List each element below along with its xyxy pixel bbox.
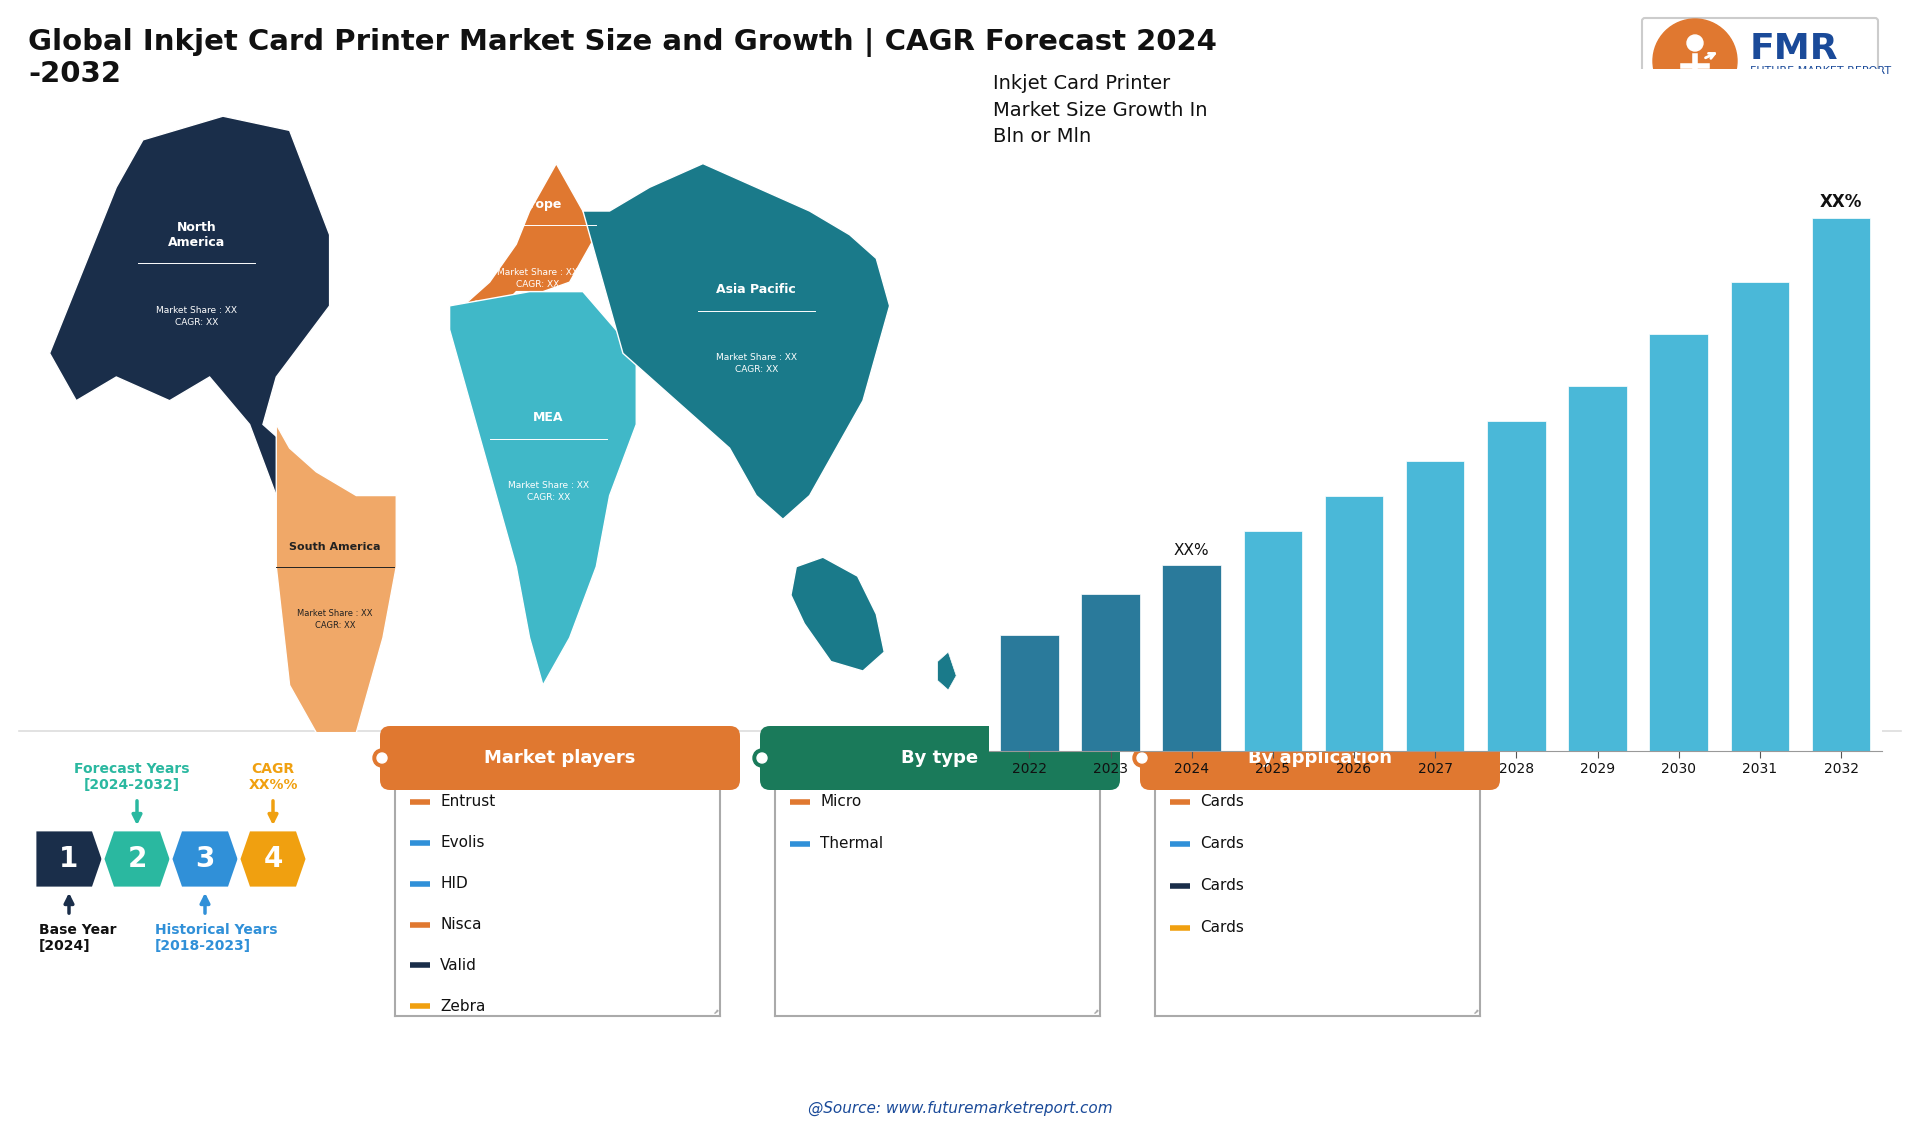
Polygon shape bbox=[238, 830, 307, 888]
Text: @Source: www.futuremarketreport.com: @Source: www.futuremarketreport.com bbox=[808, 1100, 1112, 1115]
Text: Asia Pacific: Asia Pacific bbox=[716, 283, 797, 297]
Text: FUTURE MARKET REPORT: FUTURE MARKET REPORT bbox=[1749, 66, 1891, 76]
Text: Nisca: Nisca bbox=[440, 917, 482, 932]
Text: XX%: XX% bbox=[1820, 193, 1862, 211]
Text: MEA: MEA bbox=[534, 411, 563, 424]
Text: Evolis: Evolis bbox=[440, 835, 484, 850]
FancyBboxPatch shape bbox=[760, 727, 1119, 790]
Polygon shape bbox=[937, 652, 956, 690]
Bar bbox=[1488, 421, 1546, 751]
Text: South America: South America bbox=[290, 542, 380, 552]
Bar bbox=[1569, 386, 1626, 751]
Polygon shape bbox=[276, 424, 396, 732]
Circle shape bbox=[376, 753, 388, 763]
FancyBboxPatch shape bbox=[1642, 18, 1878, 119]
Polygon shape bbox=[791, 557, 885, 672]
Text: ,: , bbox=[1471, 998, 1486, 1018]
Text: Base Year
[2024]: Base Year [2024] bbox=[38, 923, 117, 953]
Circle shape bbox=[1653, 19, 1738, 103]
Text: Market Share : XX
CAGR: XX: Market Share : XX CAGR: XX bbox=[298, 610, 372, 630]
Polygon shape bbox=[463, 164, 597, 306]
Text: 3: 3 bbox=[196, 845, 215, 873]
Text: Zebra: Zebra bbox=[440, 998, 486, 1014]
Polygon shape bbox=[584, 164, 889, 519]
Polygon shape bbox=[50, 116, 330, 495]
Text: Valid: Valid bbox=[440, 958, 476, 973]
Text: Entrust: Entrust bbox=[440, 794, 495, 809]
Text: Inkjet Card Printer
Market Size Growth In
Bln or Mln: Inkjet Card Printer Market Size Growth I… bbox=[993, 74, 1208, 146]
Text: Forecast Years
[2024-2032]: Forecast Years [2024-2032] bbox=[75, 762, 190, 792]
Bar bbox=[1162, 565, 1221, 751]
FancyBboxPatch shape bbox=[380, 727, 739, 790]
Text: Global Inkjet Card Printer Market Size and Growth | CAGR Forecast 2024: Global Inkjet Card Printer Market Size a… bbox=[29, 28, 1217, 57]
Circle shape bbox=[372, 749, 392, 767]
Text: Micro: Micro bbox=[820, 794, 862, 809]
Text: CAGR
XX%%: CAGR XX%% bbox=[248, 762, 298, 792]
Text: Europe: Europe bbox=[513, 198, 563, 211]
Polygon shape bbox=[449, 291, 636, 685]
Text: HID: HID bbox=[440, 877, 468, 892]
Text: By application: By application bbox=[1248, 749, 1392, 767]
Text: -2032: -2032 bbox=[29, 60, 121, 88]
Bar bbox=[1812, 218, 1870, 751]
Circle shape bbox=[756, 753, 766, 763]
Text: 4: 4 bbox=[263, 845, 282, 873]
Circle shape bbox=[1137, 753, 1146, 763]
Polygon shape bbox=[104, 830, 171, 888]
Text: 2: 2 bbox=[127, 845, 146, 873]
Text: Cards: Cards bbox=[1200, 920, 1244, 935]
Bar bbox=[1405, 461, 1465, 751]
FancyBboxPatch shape bbox=[1140, 727, 1500, 790]
Text: XX%: XX% bbox=[1173, 543, 1210, 558]
Text: Market Share : XX
CAGR: XX: Market Share : XX CAGR: XX bbox=[507, 481, 589, 502]
Text: Market Share : XX
CAGR: XX: Market Share : XX CAGR: XX bbox=[156, 306, 236, 327]
Text: Historical Years
[2018-2023]: Historical Years [2018-2023] bbox=[156, 923, 278, 953]
Text: Cards: Cards bbox=[1200, 879, 1244, 894]
Text: Cards: Cards bbox=[1200, 794, 1244, 809]
Bar bbox=[1081, 595, 1140, 751]
Text: FMR: FMR bbox=[1749, 32, 1839, 66]
Bar bbox=[1649, 333, 1709, 751]
Text: Cards: Cards bbox=[1200, 837, 1244, 851]
Polygon shape bbox=[35, 830, 104, 888]
Text: Market players: Market players bbox=[484, 749, 636, 767]
Polygon shape bbox=[171, 830, 238, 888]
Text: ,: , bbox=[710, 998, 726, 1018]
Text: ,: , bbox=[1091, 998, 1106, 1018]
Bar bbox=[1730, 282, 1789, 751]
Circle shape bbox=[753, 749, 772, 767]
Text: Thermal: Thermal bbox=[820, 837, 883, 851]
Circle shape bbox=[1133, 749, 1150, 767]
Text: 1: 1 bbox=[60, 845, 79, 873]
Bar bbox=[1244, 531, 1302, 751]
Text: Market Share : XX
CAGR: XX: Market Share : XX CAGR: XX bbox=[716, 353, 797, 374]
Text: By type: By type bbox=[900, 749, 979, 767]
Text: Market Share : XX
CAGR: XX: Market Share : XX CAGR: XX bbox=[497, 268, 578, 289]
Circle shape bbox=[1688, 36, 1703, 52]
Bar bbox=[1000, 635, 1058, 751]
Bar bbox=[1325, 496, 1382, 751]
Text: North
America: North America bbox=[167, 221, 225, 249]
